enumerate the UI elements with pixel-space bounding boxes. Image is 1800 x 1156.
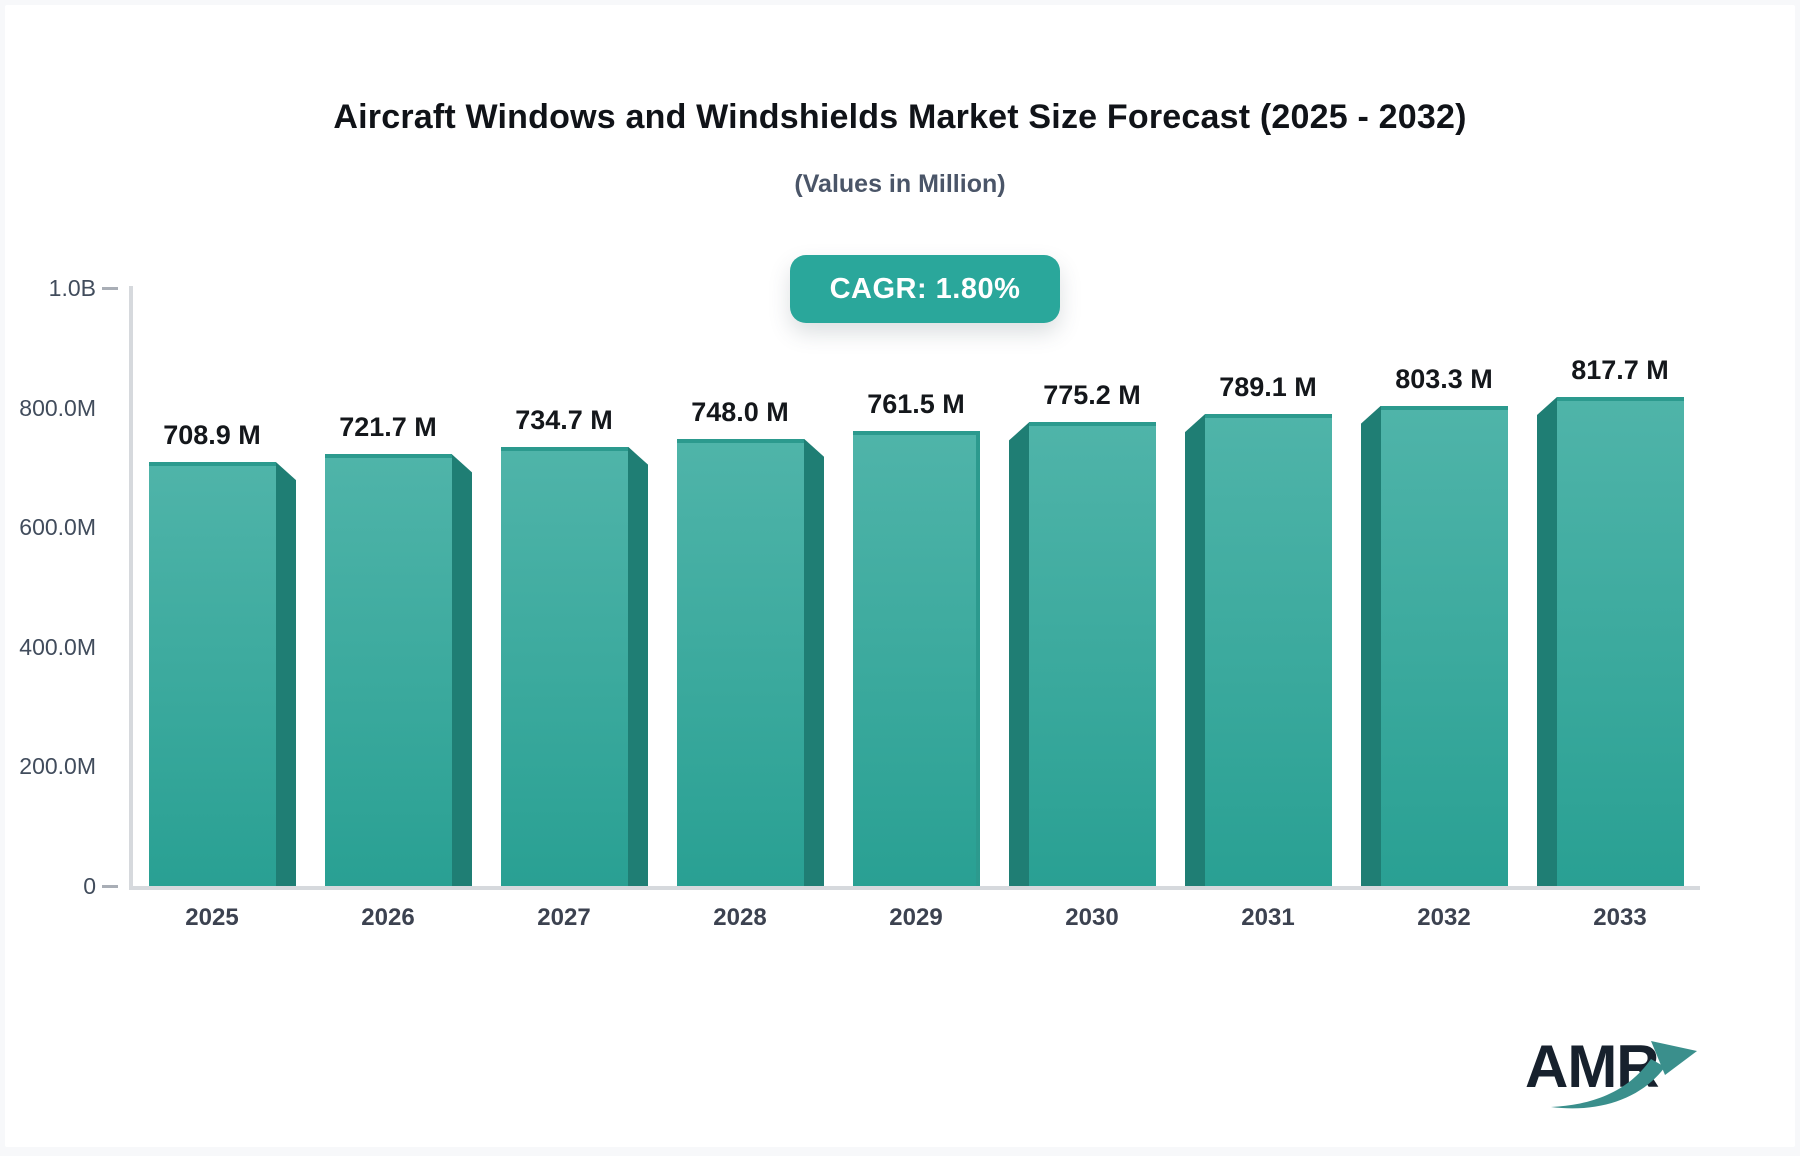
bar-2026[interactable]	[325, 454, 452, 886]
bar-value-label: 817.7 M	[1571, 355, 1669, 385]
growth-arrow-icon	[1551, 1041, 1697, 1109]
chart-title: Aircraft Windows and Windshields Market …	[333, 98, 1467, 136]
x-tick-label: 2027	[537, 904, 591, 931]
bar-value-label: 721.7 M	[339, 412, 437, 443]
bar-value-label: 789.1 M	[1219, 372, 1317, 403]
bar-side-2033	[1537, 397, 1557, 886]
bar-side-2027	[628, 446, 648, 886]
bar-side-2025	[276, 462, 296, 886]
bar-side-2032	[1361, 405, 1381, 886]
bar-value-label: 734.7 M	[515, 404, 613, 435]
y-axis-line	[129, 286, 133, 888]
y-tick-dash	[102, 885, 118, 888]
chart-subtitle: (Values in Million)	[794, 170, 1006, 198]
y-tick-label: 1.0B	[48, 275, 96, 301]
bar-side-2031	[1185, 414, 1205, 886]
x-tick-label: 2028	[713, 904, 767, 931]
x-axis-line	[129, 886, 1700, 890]
y-tick-label: 600.0M	[19, 514, 96, 541]
y-tick-label: 0	[83, 873, 96, 899]
bar-side-2030	[1009, 422, 1029, 886]
bar-value-label: 708.9 M	[163, 420, 261, 451]
bar-value-label: 803.3 M	[1395, 363, 1493, 394]
bar-2025[interactable]	[149, 462, 276, 886]
x-tick-label: 2031	[1241, 904, 1295, 931]
bar-side-2028	[804, 438, 824, 886]
bar-2030[interactable]	[1029, 422, 1156, 886]
bar-2028[interactable]	[677, 438, 804, 886]
bar-value-label: 748.0 M	[691, 396, 789, 427]
bar-side-2026	[452, 454, 472, 886]
bar-2031[interactable]	[1205, 414, 1332, 886]
bar-2032[interactable]	[1381, 405, 1508, 886]
y-tick-label: 800.0M	[19, 394, 96, 421]
x-tick-label: 2029	[889, 904, 943, 931]
bar-2029[interactable]	[853, 430, 980, 886]
cagr-badge: CAGR: 1.80%	[790, 255, 1060, 323]
y-tick-label: 200.0M	[19, 753, 96, 780]
cagr-label: CAGR: 1.80%	[829, 272, 1021, 305]
x-tick-label: 2032	[1417, 904, 1471, 931]
bar-2027[interactable]	[501, 446, 628, 886]
x-tick-label: 2026	[361, 904, 415, 931]
x-tick-label: 2033	[1593, 904, 1647, 931]
amr-logo: AMR	[1525, 1035, 1715, 1117]
x-tick-label: 2030	[1065, 904, 1119, 931]
y-tick-label: 400.0M	[19, 633, 96, 660]
bar-value-label: 775.2 M	[1043, 380, 1141, 411]
x-tick-label: 2025	[185, 904, 239, 931]
bar-value-label: 761.5 M	[867, 388, 965, 419]
y-tick-dash	[102, 287, 118, 290]
bar-2033[interactable]	[1557, 397, 1684, 886]
